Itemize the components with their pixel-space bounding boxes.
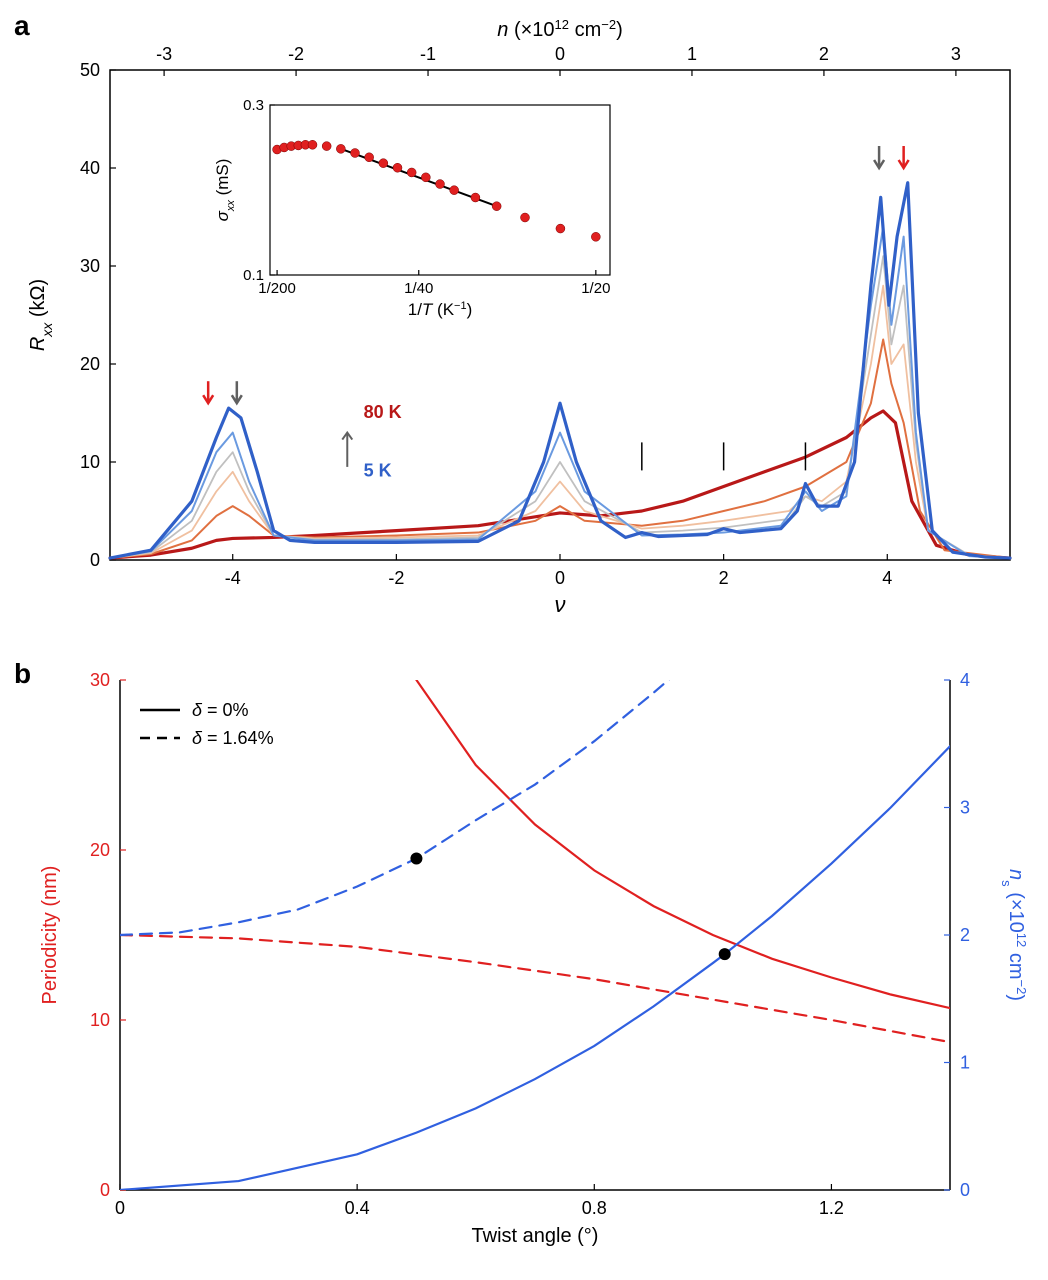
panel-b-chart: 00.40.81.2Twist angle (°)0102030Periodic… [10, 650, 1038, 1270]
svg-text:ns (×1012 cm−2): ns (×1012 cm−2) [1000, 869, 1030, 1001]
svg-text:30: 30 [80, 256, 100, 276]
svg-text:δ = 1.64%: δ = 1.64% [192, 728, 274, 748]
svg-text:Rxx (kΩ): Rxx (kΩ) [27, 279, 55, 351]
svg-text:5 K: 5 K [364, 461, 392, 481]
svg-text:0: 0 [90, 550, 100, 570]
svg-text:1: 1 [960, 1053, 970, 1073]
svg-text:0: 0 [960, 1180, 970, 1200]
svg-text:30: 30 [90, 670, 110, 690]
svg-text:3: 3 [951, 44, 961, 64]
svg-text:0: 0 [115, 1198, 125, 1218]
svg-text:10: 10 [90, 1010, 110, 1030]
figure-container: a -4-2024ν01020304050Rxx (kΩ)-3-2-10123n… [10, 10, 1038, 1270]
svg-text:1/40: 1/40 [404, 280, 433, 297]
svg-text:4: 4 [882, 568, 892, 588]
panel-a-chart: -4 -2 0 2 4 ν 0 10 20 30 40 50 Rxx (kΩ) -3 -2 -1 0 1 2 3 n (… [10, 10, 1038, 650]
svg-text:1/T (K−1): 1/T (K−1) [408, 300, 473, 319]
svg-text:2: 2 [819, 44, 829, 64]
svg-text:0.1: 0.1 [243, 267, 264, 284]
svg-text:-2: -2 [388, 568, 404, 588]
svg-text:2: 2 [719, 568, 729, 588]
svg-text:0: 0 [555, 568, 565, 588]
svg-text:n (×1012 cm−2): n (×1012 cm−2) [497, 17, 622, 42]
svg-text:20: 20 [80, 354, 100, 374]
svg-text:-1: -1 [420, 44, 436, 64]
svg-text:-2: -2 [288, 44, 304, 64]
svg-text:0: 0 [555, 44, 565, 64]
svg-text:σxx (mS): σxx (mS) [213, 159, 237, 222]
svg-text:1: 1 [687, 44, 697, 64]
svg-text:δ = 0%: δ = 0% [192, 700, 249, 720]
svg-text:20: 20 [90, 840, 110, 860]
panel-a-label: a [14, 10, 30, 42]
svg-text:3: 3 [960, 798, 970, 818]
svg-text:0.4: 0.4 [345, 1198, 370, 1218]
svg-text:Twist angle (°): Twist angle (°) [472, 1225, 599, 1247]
svg-text:ν: ν [555, 592, 566, 617]
svg-text:10: 10 [80, 452, 100, 472]
svg-text:0.8: 0.8 [582, 1198, 607, 1218]
svg-text:4: 4 [960, 670, 970, 690]
svg-text:1/20: 1/20 [581, 280, 610, 297]
svg-text:Periodicity (nm): Periodicity (nm) [39, 866, 61, 1005]
svg-text:-4: -4 [225, 568, 241, 588]
svg-text:2: 2 [960, 925, 970, 945]
svg-text:0.3: 0.3 [243, 97, 264, 114]
svg-text:40: 40 [80, 158, 100, 178]
panel-b-label: b [14, 658, 31, 690]
svg-text:50: 50 [80, 60, 100, 80]
svg-text:80 K: 80 K [364, 402, 402, 422]
svg-text:-3: -3 [156, 44, 172, 64]
svg-text:1.2: 1.2 [819, 1198, 844, 1218]
svg-text:0: 0 [100, 1180, 110, 1200]
